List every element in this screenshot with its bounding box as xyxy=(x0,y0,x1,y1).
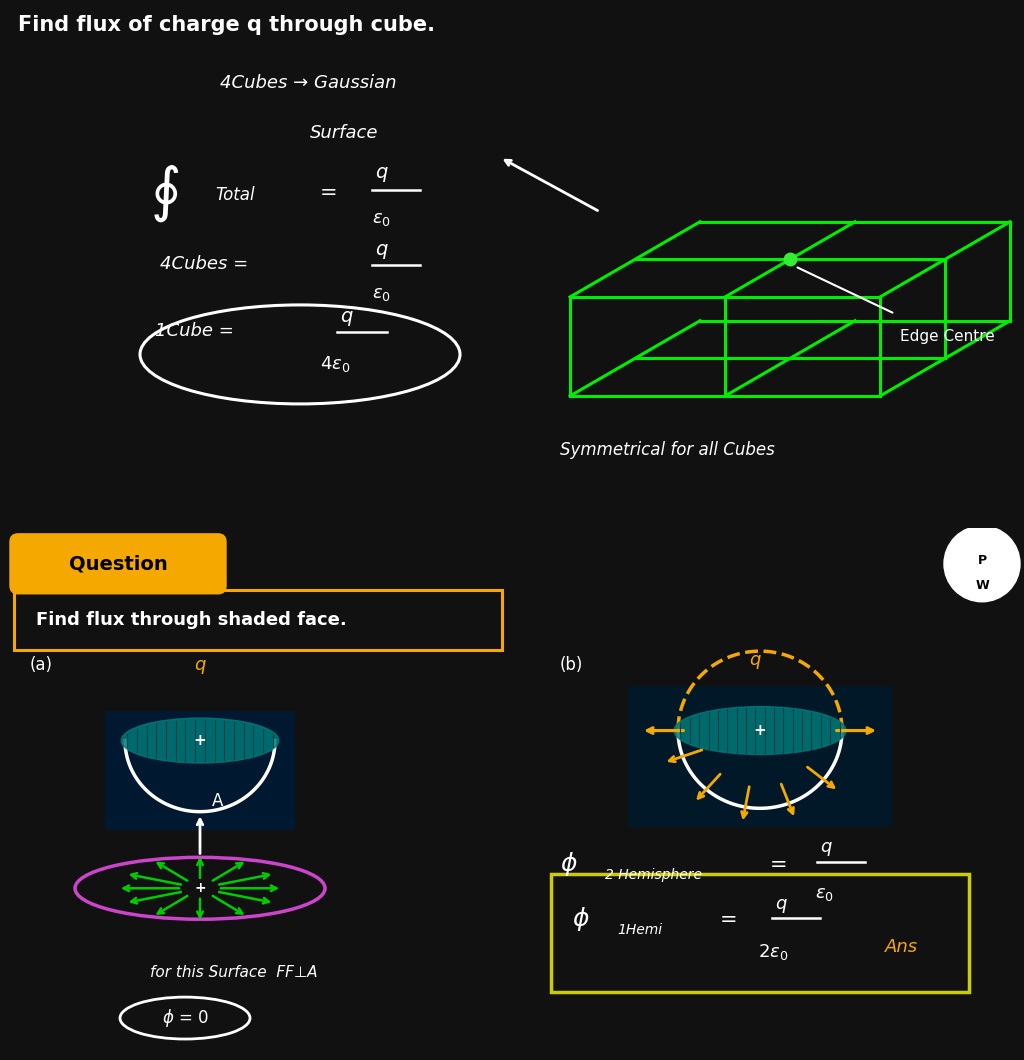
Text: Question: Question xyxy=(69,554,167,573)
Text: q: q xyxy=(750,651,761,669)
Text: W: W xyxy=(975,579,989,593)
Text: Total: Total xyxy=(215,187,255,205)
FancyBboxPatch shape xyxy=(10,534,226,594)
Text: q: q xyxy=(375,240,387,259)
Text: q: q xyxy=(375,163,387,182)
Text: +: + xyxy=(195,881,206,896)
Text: 4Cubes =: 4Cubes = xyxy=(160,255,248,273)
Text: Edge Centre: Edge Centre xyxy=(900,329,994,343)
Text: =: = xyxy=(720,911,737,931)
Text: =: = xyxy=(319,183,338,204)
Text: (b): (b) xyxy=(560,656,584,674)
Text: q: q xyxy=(195,656,206,674)
Text: 1Cube =: 1Cube = xyxy=(155,322,233,340)
Text: 2 Hemisphere: 2 Hemisphere xyxy=(605,868,702,882)
Text: $\oint$: $\oint$ xyxy=(150,163,179,224)
Text: $\phi$ = 0: $\phi$ = 0 xyxy=(162,1007,209,1029)
Text: q: q xyxy=(340,307,352,325)
Ellipse shape xyxy=(674,707,846,755)
Text: 1Hemi: 1Hemi xyxy=(617,923,663,937)
Text: 4Cubes → Gaussian: 4Cubes → Gaussian xyxy=(220,74,396,92)
Ellipse shape xyxy=(121,718,279,763)
Text: P: P xyxy=(978,554,986,567)
Text: +: + xyxy=(194,734,207,748)
Polygon shape xyxy=(628,686,892,828)
Text: (a): (a) xyxy=(30,656,53,674)
Text: Ans: Ans xyxy=(885,938,919,956)
Polygon shape xyxy=(105,710,295,830)
Text: Find flux of charge q through cube.: Find flux of charge q through cube. xyxy=(18,15,435,35)
Text: $\varepsilon_0$: $\varepsilon_0$ xyxy=(372,285,391,303)
Text: +: + xyxy=(754,723,766,738)
Text: for this Surface  FF⊥A: for this Surface FF⊥A xyxy=(150,966,317,981)
Text: $\phi$: $\phi$ xyxy=(560,850,578,879)
Text: q: q xyxy=(820,838,831,856)
Text: Find flux through shaded face.: Find flux through shaded face. xyxy=(36,611,347,629)
Text: q: q xyxy=(775,896,786,914)
Text: $\varepsilon_0$: $\varepsilon_0$ xyxy=(815,885,834,903)
Text: $4\varepsilon_0$: $4\varepsilon_0$ xyxy=(319,354,350,374)
Text: Symmetrical for all Cubes: Symmetrical for all Cubes xyxy=(560,441,775,459)
Text: $\phi$: $\phi$ xyxy=(572,905,590,933)
Circle shape xyxy=(944,526,1020,602)
Text: =: = xyxy=(770,855,787,876)
Text: A: A xyxy=(212,793,223,811)
Text: $\varepsilon_0$: $\varepsilon_0$ xyxy=(372,210,391,228)
Text: Surface: Surface xyxy=(310,124,379,142)
Text: $2\varepsilon_0$: $2\varepsilon_0$ xyxy=(758,942,788,962)
